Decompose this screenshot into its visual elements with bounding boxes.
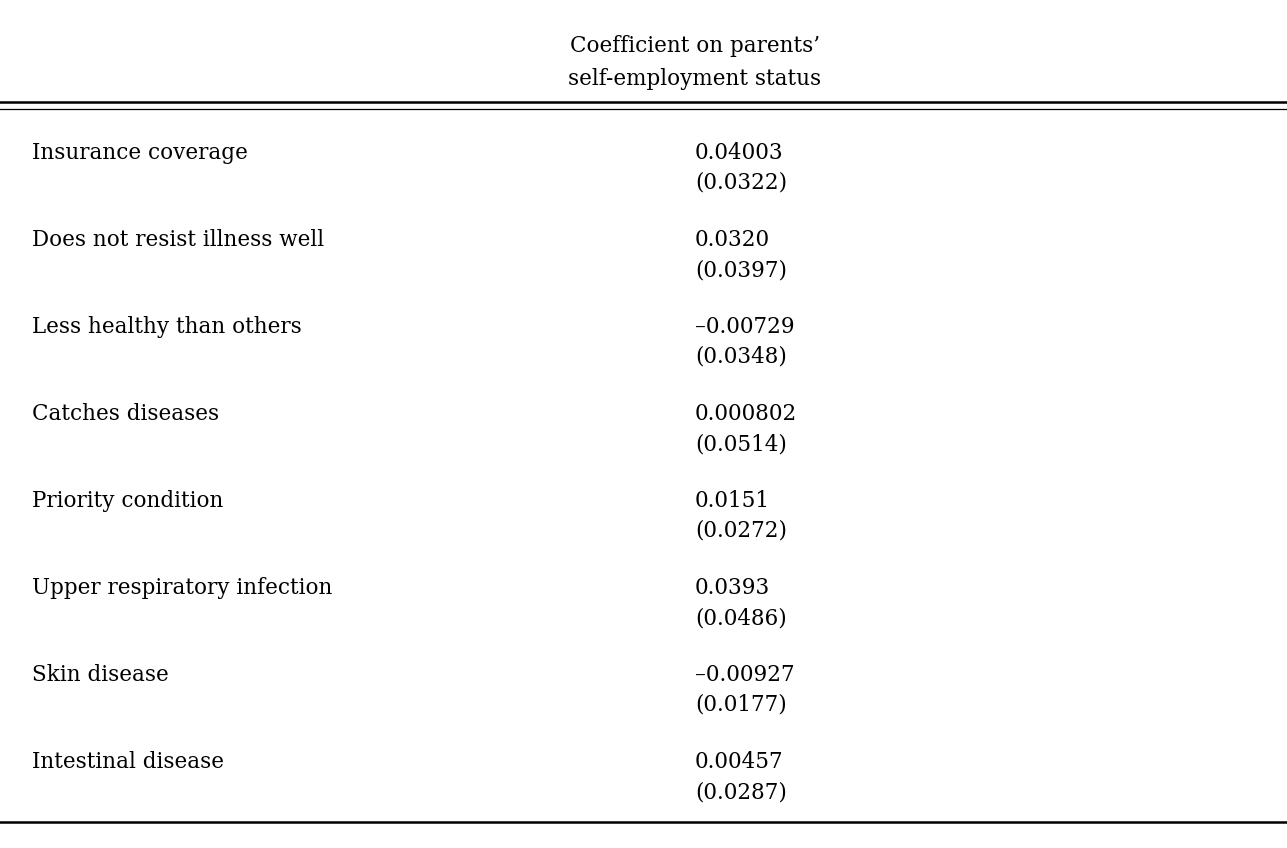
Text: (0.0486): (0.0486) — [695, 607, 786, 629]
Text: Coefficient on parents’: Coefficient on parents’ — [570, 35, 820, 57]
Text: 0.000802: 0.000802 — [695, 403, 797, 425]
Text: Intestinal disease: Intestinal disease — [32, 751, 224, 773]
Text: 0.04003: 0.04003 — [695, 142, 784, 164]
Text: 0.0393: 0.0393 — [695, 577, 770, 599]
Text: 0.0320: 0.0320 — [695, 229, 770, 251]
Text: (0.0287): (0.0287) — [695, 781, 786, 803]
Text: self-employment status: self-employment status — [569, 68, 821, 90]
Text: Catches diseases: Catches diseases — [32, 403, 219, 425]
Text: (0.0272): (0.0272) — [695, 520, 786, 542]
Text: Upper respiratory infection: Upper respiratory infection — [32, 577, 332, 599]
Text: Insurance coverage: Insurance coverage — [32, 142, 248, 164]
Text: 0.0151: 0.0151 — [695, 490, 770, 512]
Text: (0.0177): (0.0177) — [695, 694, 786, 716]
Text: (0.0348): (0.0348) — [695, 346, 786, 368]
Text: Skin disease: Skin disease — [32, 664, 169, 686]
Text: –0.00927: –0.00927 — [695, 664, 794, 686]
Text: (0.0322): (0.0322) — [695, 172, 788, 194]
Text: 0.00457: 0.00457 — [695, 751, 784, 773]
Text: –0.00729: –0.00729 — [695, 316, 794, 338]
Text: (0.0514): (0.0514) — [695, 433, 786, 455]
Text: (0.0397): (0.0397) — [695, 259, 786, 281]
Text: Less healthy than others: Less healthy than others — [32, 316, 302, 338]
Text: Priority condition: Priority condition — [32, 490, 224, 512]
Text: Does not resist illness well: Does not resist illness well — [32, 229, 324, 251]
